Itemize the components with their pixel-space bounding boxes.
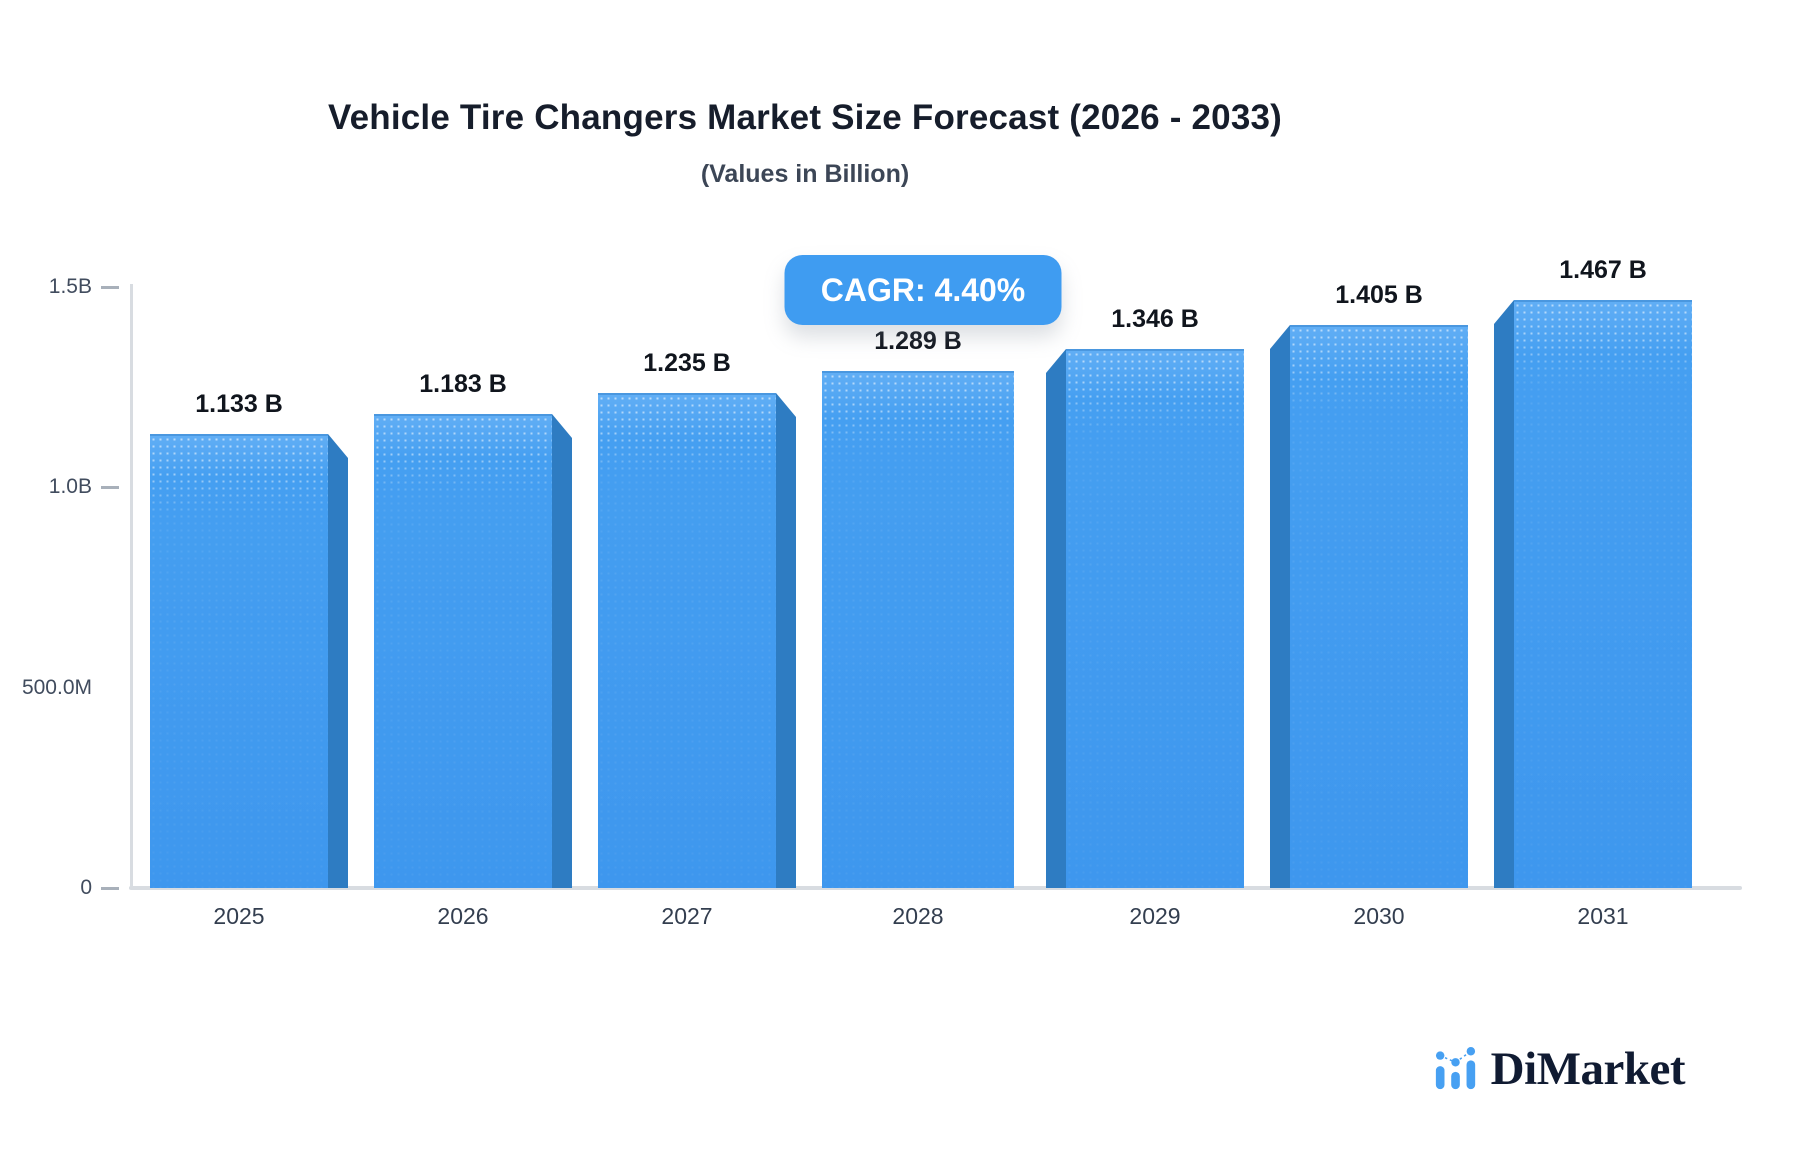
bar-value-label: 1.467 B: [1559, 256, 1647, 284]
x-axis-category-label: 2025: [213, 903, 265, 929]
y-axis-tick-mark: [101, 486, 119, 490]
y-axis-tick-label: 1.0B: [48, 475, 92, 499]
bar-2026: [374, 414, 552, 888]
cagr-badge: CAGR: 4.40%: [784, 255, 1062, 325]
bar-2025: [150, 434, 328, 888]
bar-2027-3d-edge: [776, 393, 796, 888]
y-axis-tick-mark: [101, 887, 119, 890]
bar-2031-3d-edge: [1494, 300, 1514, 888]
bar-value-label: 1.289 B: [874, 327, 962, 355]
bar-value-label: 1.133 B: [195, 390, 283, 418]
x-axis-category-label: 2029: [1129, 903, 1181, 929]
bar-value-label: 1.183 B: [419, 370, 507, 398]
bar-2025-3d-edge: [328, 434, 348, 888]
bar-2030: [1290, 325, 1468, 888]
brand-name: DiMarket: [1490, 1043, 1686, 1095]
bar-value-label: 1.405 B: [1335, 281, 1423, 309]
x-axis-baseline: [129, 886, 1742, 890]
bar-2026-3d-edge: [552, 414, 572, 888]
chart-subtitle: (Values in Billion): [700, 160, 910, 188]
bar-value-label: 1.346 B: [1111, 305, 1199, 333]
bar-2027: [598, 393, 776, 888]
x-axis-category-label: 2030: [1353, 903, 1405, 929]
bar-value-label: 1.235 B: [643, 349, 731, 377]
bar-2029: [1066, 349, 1244, 888]
bar-2030-3d-edge: [1270, 325, 1290, 888]
y-axis-tick-mark: [101, 285, 119, 289]
y-axis-tick-label: 500.0M: [21, 675, 92, 699]
bar-2029-3d-edge: [1046, 349, 1066, 888]
y-axis-tick-label: 0: [80, 876, 92, 899]
x-axis-category-label: 2026: [437, 903, 489, 929]
bar-chart-logo-icon: [1435, 1047, 1475, 1090]
x-axis-category-label: 2027: [661, 903, 713, 929]
bar-2028: [822, 371, 1014, 888]
x-axis-category-label: 2031: [1577, 903, 1629, 929]
x-axis-category-label: 2028: [892, 903, 944, 929]
y-axis-tick-label: 1.5B: [48, 274, 92, 298]
brand-logo: DiMarket: [1433, 1042, 1686, 1096]
bar-2031: [1514, 300, 1692, 888]
y-axis-line: [130, 284, 133, 888]
chart-title: Vehicle Tire Changers Market Size Foreca…: [327, 98, 1283, 137]
